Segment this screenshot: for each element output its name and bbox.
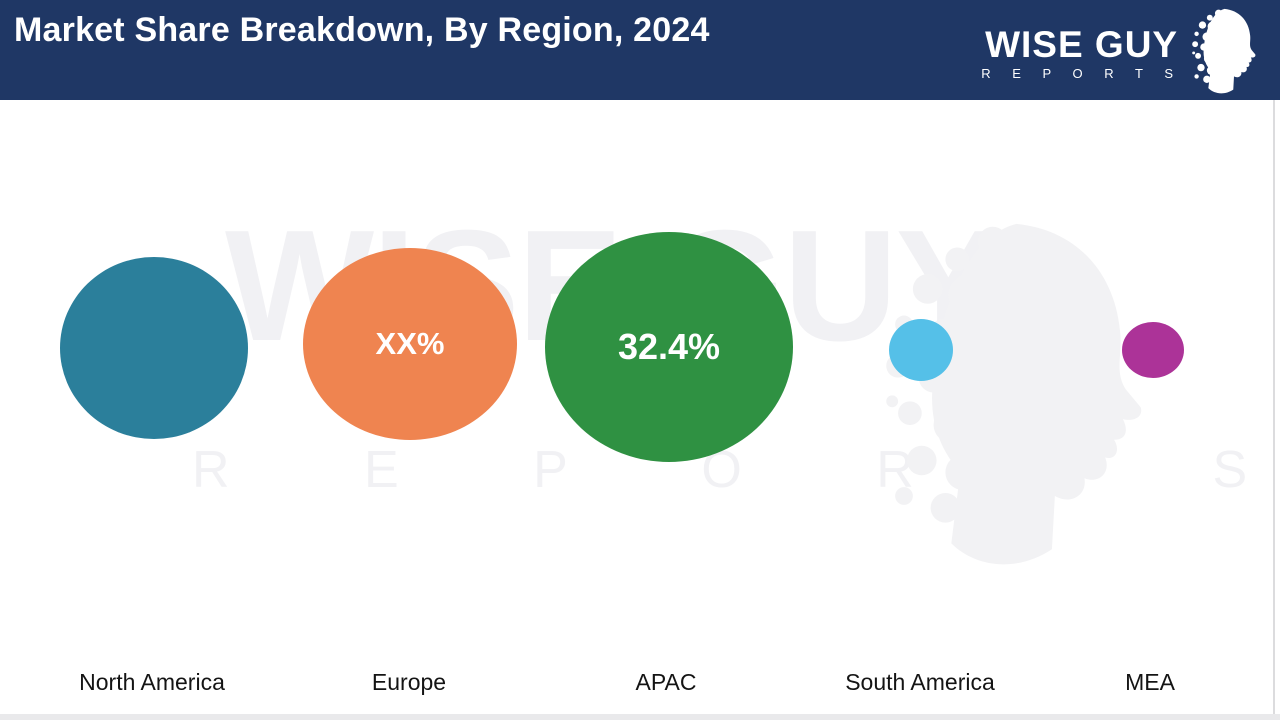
page-title: Market Share Breakdown, By Region, 2024 bbox=[14, 11, 710, 49]
bubble-europe: XX% bbox=[303, 248, 517, 440]
region-label-south-america: South America bbox=[845, 669, 995, 695]
brand-wordmark: WISE GUY R E P O R T S bbox=[981, 24, 1182, 81]
bubble-value-apac: 32.4% bbox=[617, 326, 721, 367]
brand-head-icon bbox=[1192, 8, 1256, 94]
header-bar: Market Share Breakdown, By Region, 2024 … bbox=[0, 0, 1280, 100]
watermark-head-icon bbox=[886, 223, 1142, 565]
brand-name: WISE GUY bbox=[985, 24, 1179, 65]
bubble-north-america bbox=[60, 257, 248, 439]
bubble-value-europe: XX% bbox=[375, 326, 445, 361]
bottom-edge-strip bbox=[0, 714, 1280, 720]
bubble-south-america bbox=[889, 319, 953, 381]
region-label-north-america: North America bbox=[79, 669, 225, 695]
region-label-apac: APAC bbox=[635, 669, 697, 695]
brand-subtitle: R E P O R T S bbox=[981, 65, 1182, 81]
region-label-mea: MEA bbox=[1125, 669, 1175, 695]
bubble-mea bbox=[1122, 322, 1184, 378]
region-label-europe: Europe bbox=[371, 669, 447, 695]
bubble-apac: 32.4% bbox=[545, 232, 793, 462]
brand-logo: WISE GUY R E P O R T S bbox=[981, 4, 1266, 96]
right-edge-divider bbox=[1273, 100, 1275, 714]
